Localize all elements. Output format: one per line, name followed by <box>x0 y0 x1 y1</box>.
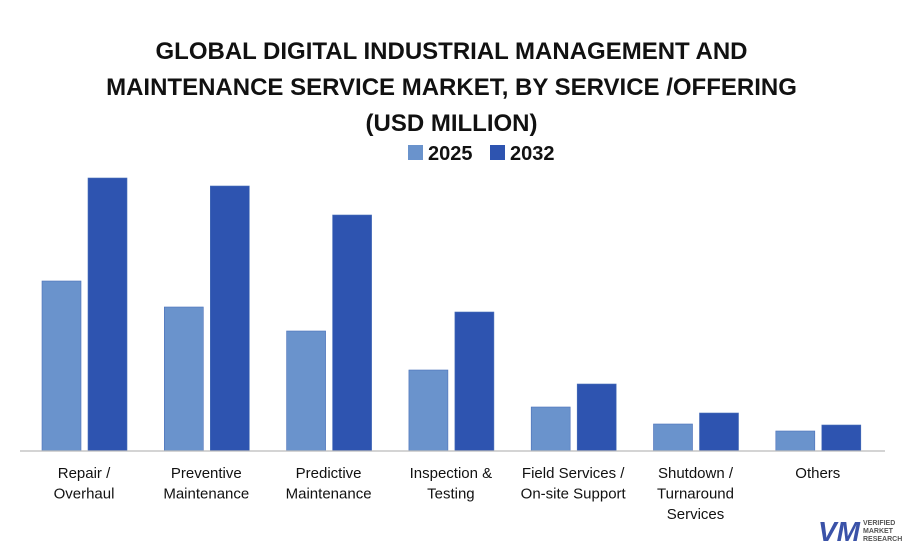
legend-label-2032: 2032 <box>510 143 555 165</box>
bar-2025-4 <box>530 406 571 452</box>
logo-text: VERIFIED MARKET RESEARCH <box>863 520 903 543</box>
x-tick-label: Shutdown / Turnaround Services <box>657 465 734 523</box>
x-tick-label: Predictive Maintenance <box>286 465 372 503</box>
legend-swatch-2025 <box>408 145 423 160</box>
bar-2032-1 <box>210 185 250 452</box>
bar-2032-4 <box>576 383 617 452</box>
x-tick-label: Others <box>795 465 840 482</box>
bar-2032-5 <box>699 412 739 452</box>
x-tick-label: Preventive Maintenance <box>163 465 249 503</box>
bar-2032-0 <box>87 177 128 452</box>
bar-2032-2 <box>332 214 372 452</box>
x-tick-label: Field Services / On-site Support <box>521 465 627 503</box>
chart-title: GLOBAL DIGITAL INDUSTRIAL MANAGEMENT AND… <box>106 38 797 137</box>
bar-2025-0 <box>41 280 82 452</box>
logo: VM VERIFIED MARKET RESEARCH <box>818 518 902 546</box>
legend-swatch-2032 <box>490 145 505 160</box>
logo-mark: VM <box>818 516 860 547</box>
bar-2025-1 <box>164 306 204 452</box>
bar-2025-3 <box>408 369 449 452</box>
bar-2025-2 <box>286 330 326 452</box>
bar-2025-6 <box>775 430 816 452</box>
x-tick-label: Inspection & Testing <box>410 465 493 503</box>
bar-2032-6 <box>821 424 862 452</box>
bar-2032-3 <box>454 311 495 452</box>
x-tick-label: Repair / Overhaul <box>54 465 115 503</box>
legend-label-2025: 2025 <box>428 143 473 165</box>
bar-2025-5 <box>653 423 693 452</box>
